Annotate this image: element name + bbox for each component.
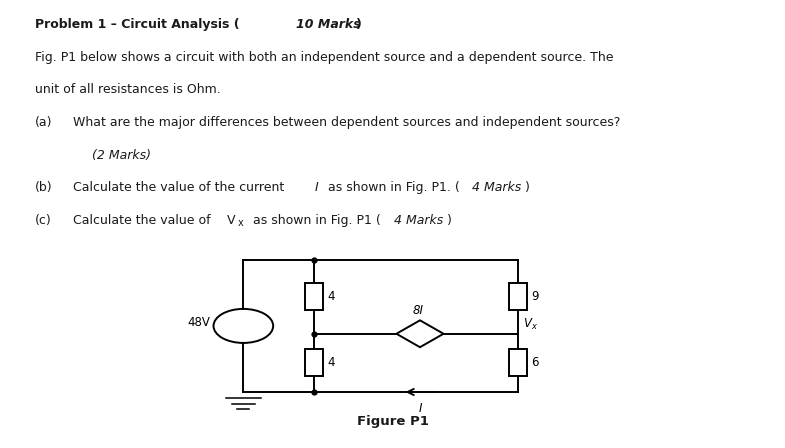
Text: 6: 6 bbox=[531, 356, 539, 370]
Text: as shown in Fig. P1. (: as shown in Fig. P1. ( bbox=[324, 181, 460, 194]
Text: ): ) bbox=[525, 181, 530, 194]
Text: I: I bbox=[418, 402, 422, 415]
Text: as shown in Fig. P1 (: as shown in Fig. P1 ( bbox=[249, 214, 381, 227]
Text: Problem 1 – Circuit Analysis (: Problem 1 – Circuit Analysis ( bbox=[35, 18, 240, 31]
Text: 4 Marks: 4 Marks bbox=[472, 181, 521, 194]
Text: 4 Marks: 4 Marks bbox=[394, 214, 444, 227]
Bar bbox=[509, 284, 527, 310]
Text: 4: 4 bbox=[327, 290, 335, 303]
Text: 10 Marks: 10 Marks bbox=[296, 18, 360, 31]
Text: I: I bbox=[315, 181, 319, 194]
Text: What are the major differences between dependent sources and independent sources: What are the major differences between d… bbox=[73, 116, 620, 129]
Text: Calculate the value of: Calculate the value of bbox=[73, 214, 214, 227]
Text: 9: 9 bbox=[531, 290, 539, 303]
Text: unit of all resistances is Ohm.: unit of all resistances is Ohm. bbox=[35, 83, 221, 96]
Bar bbox=[305, 284, 323, 310]
Text: (c): (c) bbox=[35, 214, 52, 227]
Bar bbox=[509, 349, 527, 376]
Bar bbox=[305, 349, 323, 376]
Text: (a): (a) bbox=[35, 116, 53, 129]
Text: (b): (b) bbox=[35, 181, 53, 194]
Text: V: V bbox=[227, 214, 236, 227]
Text: Figure P1: Figure P1 bbox=[356, 415, 429, 428]
Text: ): ) bbox=[447, 214, 452, 227]
Text: 8I: 8I bbox=[412, 304, 423, 317]
Text: x: x bbox=[238, 218, 243, 228]
Text: $V_x$: $V_x$ bbox=[523, 317, 538, 332]
Text: ): ) bbox=[356, 18, 362, 31]
Text: Calculate the value of the current: Calculate the value of the current bbox=[73, 181, 288, 194]
Text: 4: 4 bbox=[327, 356, 335, 370]
Text: Fig. P1 below shows a circuit with both an independent source and a dependent so: Fig. P1 below shows a circuit with both … bbox=[35, 51, 614, 64]
Text: (2 Marks): (2 Marks) bbox=[92, 149, 151, 162]
Text: 48V: 48V bbox=[188, 316, 210, 329]
